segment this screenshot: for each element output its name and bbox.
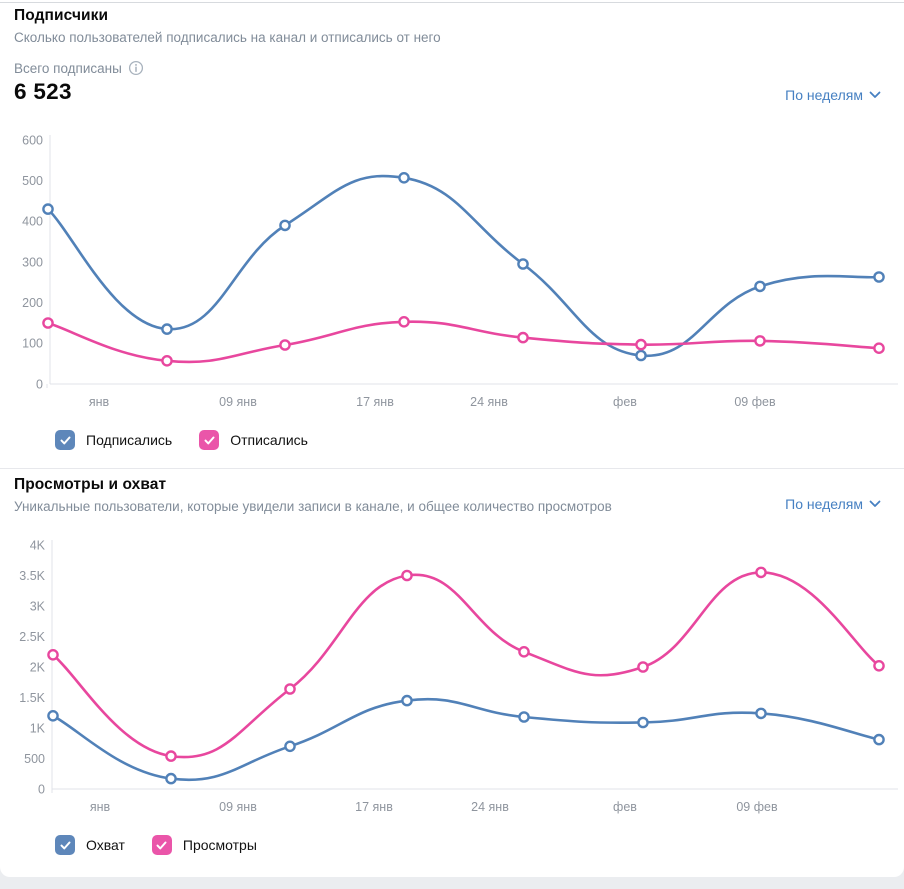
- total-subscribed-label: Всего подписаны: [14, 60, 122, 76]
- period-dropdown-label: По неделям: [785, 87, 863, 103]
- top-divider: [0, 2, 904, 3]
- svg-text:24 янв: 24 янв: [470, 395, 508, 409]
- svg-text:24 янв: 24 янв: [471, 800, 509, 814]
- svg-text:100: 100: [22, 337, 43, 351]
- checkbox-subscribed[interactable]: [55, 430, 75, 450]
- subscribers-legend: Подписались Отписались: [55, 430, 335, 450]
- period-dropdown-subscribers[interactable]: По неделям: [785, 87, 881, 103]
- checkbox-views[interactable]: [151, 835, 172, 855]
- svg-text:500: 500: [22, 174, 43, 188]
- svg-text:300: 300: [22, 255, 43, 269]
- svg-text:17 янв: 17 янв: [356, 395, 394, 409]
- chevron-down-icon: [869, 500, 881, 507]
- svg-text:янв: янв: [89, 395, 110, 409]
- svg-text:3K: 3K: [30, 599, 46, 613]
- legend-item-unsubscribed[interactable]: Отписались: [199, 430, 308, 450]
- svg-text:17 янв: 17 янв: [355, 800, 393, 814]
- views-title: Просмотры и охват: [14, 476, 167, 493]
- svg-text:400: 400: [22, 215, 43, 229]
- svg-text:200: 200: [22, 296, 43, 310]
- svg-text:0: 0: [38, 782, 45, 796]
- legend-label-unsubscribed: Отписались: [230, 432, 308, 448]
- svg-text:янв: янв: [90, 800, 111, 814]
- subscribers-title: Подписчики: [14, 7, 109, 24]
- views-subtitle: Уникальные пользователи, которые увидели…: [14, 499, 612, 514]
- svg-text:09 фев: 09 фев: [734, 395, 776, 409]
- legend-item-views[interactable]: Просмотры: [151, 835, 257, 855]
- checkmark-icon: [60, 841, 70, 849]
- period-dropdown-label: По неделям: [785, 496, 863, 512]
- svg-text:3.5K: 3.5K: [19, 569, 45, 583]
- svg-text:09 фев: 09 фев: [736, 800, 778, 814]
- period-dropdown-views[interactable]: По неделям: [785, 496, 881, 512]
- svg-text:600: 600: [22, 133, 43, 147]
- chevron-down-icon: [869, 91, 881, 98]
- svg-text:09 янв: 09 янв: [219, 800, 257, 814]
- checkbox-reach[interactable]: [55, 835, 75, 855]
- views-legend: Охват Просмотры: [55, 835, 284, 855]
- svg-text:фев: фев: [613, 395, 637, 409]
- svg-text:1K: 1K: [30, 721, 46, 735]
- svg-text:2.5K: 2.5K: [19, 630, 45, 644]
- subscribers-subtitle: Сколько пользователей подписались на кан…: [14, 30, 441, 45]
- checkmark-icon: [204, 436, 215, 444]
- svg-text:4K: 4K: [30, 538, 46, 552]
- info-icon[interactable]: [128, 60, 144, 76]
- legend-item-reach[interactable]: Охват: [55, 835, 125, 855]
- total-subscribed-value: 6 523: [14, 79, 72, 104]
- legend-label-subscribed: Подписались: [86, 432, 173, 448]
- svg-text:09 янв: 09 янв: [219, 395, 257, 409]
- section-divider: [0, 468, 904, 469]
- legend-label-views: Просмотры: [182, 837, 257, 853]
- total-subscribed-row: Всего подписаны: [14, 60, 144, 76]
- views-reach-chart[interactable]: 0 500 1K 1.5K 2K 2.5K 3K 3.5K 4K янв 09 янв 17 янв 2…: [0, 530, 904, 825]
- svg-text:2K: 2K: [30, 660, 46, 674]
- svg-text:1.5K: 1.5K: [19, 691, 45, 705]
- checkmark-icon: [156, 841, 167, 849]
- subscribers-chart[interactable]: 0 100 200 300 400 500 600 янв 09 янв 17 янв 24 янв…: [0, 130, 904, 420]
- checkbox-unsubscribed[interactable]: [199, 430, 220, 450]
- svg-text:фев: фев: [613, 800, 637, 814]
- legend-label-reach: Охват: [86, 837, 125, 853]
- svg-text:500: 500: [24, 752, 45, 766]
- svg-text:0: 0: [36, 377, 43, 391]
- legend-item-subscribed[interactable]: Подписались: [55, 430, 172, 450]
- checkmark-icon: [60, 436, 70, 444]
